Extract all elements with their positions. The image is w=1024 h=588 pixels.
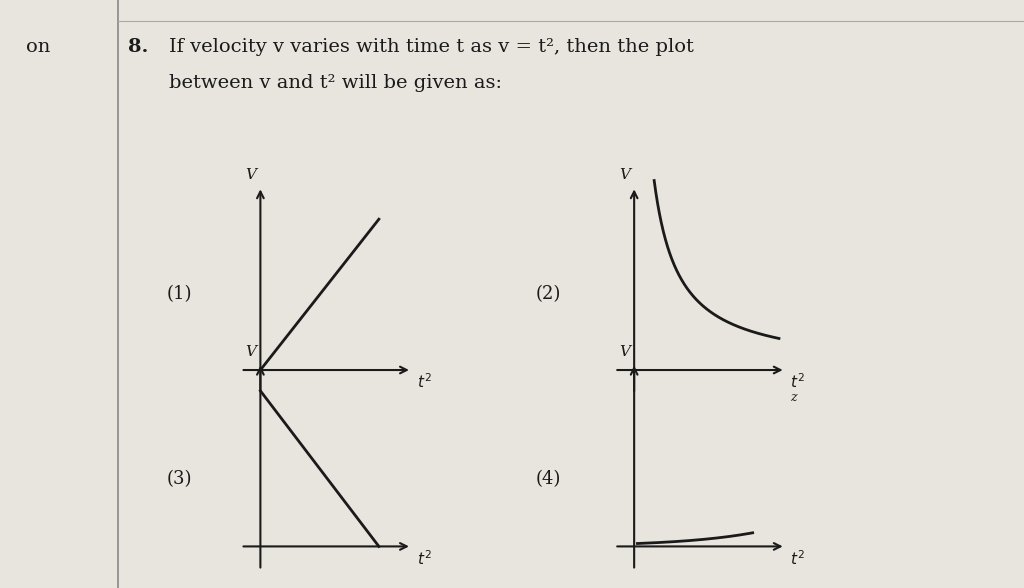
Text: V: V bbox=[618, 345, 630, 359]
Text: $t^2$: $t^2$ bbox=[417, 373, 431, 392]
Text: between v and t² will be given as:: between v and t² will be given as: bbox=[169, 74, 502, 92]
Text: (2): (2) bbox=[536, 285, 560, 303]
Text: V: V bbox=[245, 169, 256, 182]
Text: (3): (3) bbox=[167, 470, 191, 488]
Text: (1): (1) bbox=[167, 285, 191, 303]
Text: 8.: 8. bbox=[128, 38, 148, 56]
Text: $t^2$: $t^2$ bbox=[791, 549, 805, 568]
Text: $t^2$: $t^2$ bbox=[791, 373, 805, 392]
Text: V: V bbox=[618, 169, 630, 182]
Text: on: on bbox=[26, 38, 50, 56]
Text: z: z bbox=[791, 392, 797, 405]
Text: (4): (4) bbox=[536, 470, 560, 488]
Text: $t^2$: $t^2$ bbox=[417, 549, 431, 568]
Text: V: V bbox=[245, 345, 256, 359]
Text: If velocity v varies with time t as v = t², then the plot: If velocity v varies with time t as v = … bbox=[169, 38, 694, 56]
